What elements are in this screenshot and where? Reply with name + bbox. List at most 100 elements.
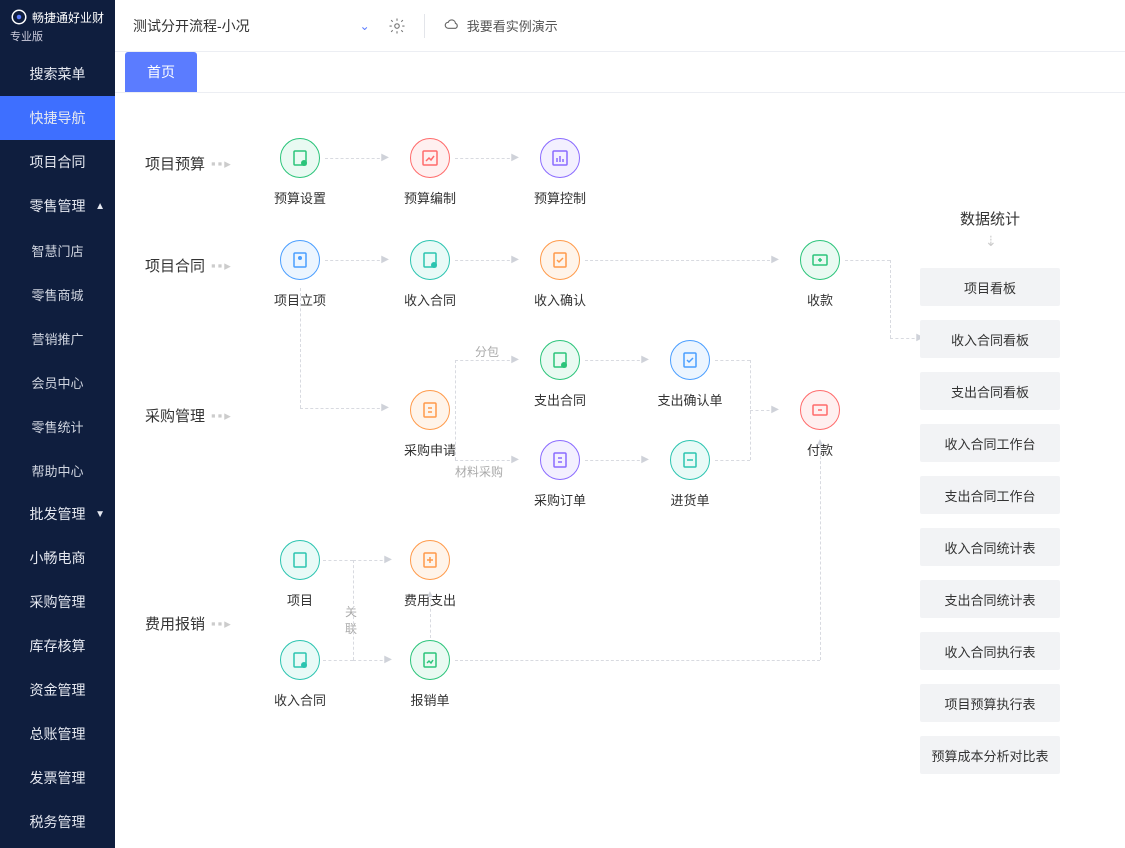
edge [455, 460, 515, 461]
edge [890, 260, 891, 338]
label-subcontract: 分包 [475, 343, 499, 360]
sidebar-subitem[interactable]: 会员中心 [0, 360, 115, 404]
edge [353, 560, 354, 660]
edge [455, 360, 515, 361]
sidebar-item[interactable]: 资金管理 [0, 668, 115, 712]
edge [300, 288, 301, 408]
sidebar-item[interactable]: 小畅电商 [0, 536, 115, 580]
sidebar-item[interactable]: 税务管理 [0, 800, 115, 844]
sidebar-subitem[interactable]: 帮助中心 [0, 448, 115, 492]
tabs: 首页 [115, 52, 1125, 92]
node-expense-contract[interactable]: 支出合同 [520, 340, 600, 409]
stats-button[interactable]: 支出合同看板 [920, 372, 1060, 410]
money-out-icon [810, 400, 830, 420]
sidebar-subitem[interactable]: 智慧门店 [0, 228, 115, 272]
edge [455, 260, 515, 261]
sidebar-item[interactable]: 批发管理▼ [0, 492, 115, 536]
edge [715, 460, 750, 461]
tenant-name: 测试分开流程-小况 [133, 16, 250, 36]
node-project[interactable]: 项目 [260, 540, 340, 609]
sidebar-subitem[interactable]: 零售商城 [0, 272, 115, 316]
edge [585, 460, 645, 461]
gear-icon[interactable] [388, 17, 406, 35]
node-reimburse[interactable]: 报销单 [390, 640, 470, 709]
node-income-contract2[interactable]: 收入合同 [260, 640, 340, 709]
expense-contract-icon [550, 350, 570, 370]
reimburse-icon [420, 650, 440, 670]
triangle-down-icon: ▼ [95, 509, 105, 520]
sidebar-item[interactable]: 零售管理▲ [0, 184, 115, 228]
stats-arrow-icon: ⇣ [985, 233, 997, 250]
sidebar-item[interactable]: 库存核算 [0, 624, 115, 668]
brand-name: 畅捷通好业财 [32, 9, 104, 26]
contract2-icon [290, 650, 310, 670]
node-purchase-order[interactable]: 采购订单 [520, 440, 600, 509]
edge [353, 560, 388, 561]
stats-button[interactable]: 预算成本分析对比表 [920, 736, 1060, 774]
node-budget-compile[interactable]: 预算编制 [390, 138, 470, 207]
node-receipt[interactable]: 收款 [780, 240, 860, 309]
edge [300, 408, 385, 409]
node-purchase-req[interactable]: 采购申请 [390, 390, 470, 459]
stats-button[interactable]: 收入合同执行表 [920, 632, 1060, 670]
order-icon [550, 450, 570, 470]
node-income-contract[interactable]: 收入合同 [390, 240, 470, 309]
main-area: 测试分开流程-小况 ⌄ 我要看实例演示 首页 项目预算▪▪▸ 项目合同▪▪▸ 采… [115, 0, 1125, 848]
sidebar-item[interactable]: 发票管理 [0, 756, 115, 800]
section-expense: 费用报销▪▪▸ [145, 613, 233, 634]
sidebar-item[interactable]: 采购管理 [0, 580, 115, 624]
edition-label: 专业版 [10, 28, 115, 44]
confirm-icon [550, 250, 570, 270]
goods-icon [680, 450, 700, 470]
label-material: 材料采购 [455, 463, 503, 480]
stats-button[interactable]: 收入合同统计表 [920, 528, 1060, 566]
edge [715, 360, 750, 361]
node-expense-confirm[interactable]: 支出确认单 [650, 340, 730, 409]
edge [820, 441, 821, 660]
sidebar-subitem[interactable]: 营销推广 [0, 316, 115, 360]
topbar: 测试分开流程-小况 ⌄ 我要看实例演示 [115, 0, 1125, 52]
edge [845, 260, 890, 261]
tab-home[interactable]: 首页 [125, 52, 197, 92]
stats-button[interactable]: 项目看板 [920, 268, 1060, 306]
sidebar-item[interactable]: 项目合同 [0, 140, 115, 184]
section-contract: 项目合同▪▪▸ [145, 255, 233, 276]
flow-canvas: 项目预算▪▪▸ 项目合同▪▪▸ 采购管理▪▪▸ 费用报销▪▪▸ 预算设置 预算编… [115, 92, 1125, 848]
sidebar-item[interactable]: 快捷导航 [0, 96, 115, 140]
demo-link[interactable]: 我要看实例演示 [443, 16, 558, 35]
stats-header: 数据统计 [920, 208, 1060, 229]
node-income-confirm[interactable]: 收入确认 [520, 240, 600, 309]
triangle-up-icon: ▲ [95, 201, 105, 212]
section-budget: 项目预算▪▪▸ [145, 153, 233, 174]
edge [890, 338, 920, 339]
brand-icon [10, 8, 28, 26]
edge [585, 360, 645, 361]
stats-button[interactable]: 支出合同工作台 [920, 476, 1060, 514]
expense-confirm-icon [680, 350, 700, 370]
edge [353, 660, 388, 661]
stats-button[interactable]: 项目预算执行表 [920, 684, 1060, 722]
sidebar-subitem[interactable]: 零售统计 [0, 404, 115, 448]
edge [455, 660, 820, 661]
flag-icon [290, 250, 310, 270]
stats-button[interactable]: 收入合同看板 [920, 320, 1060, 358]
node-budget-control[interactable]: 预算控制 [520, 138, 600, 207]
demo-label: 我要看实例演示 [467, 16, 558, 35]
chevron-down-icon: ⌄ [360, 19, 370, 33]
edge [323, 560, 353, 561]
node-goods-in[interactable]: 进货单 [650, 440, 730, 509]
edge [325, 260, 385, 261]
label-relation: 关 联 [345, 603, 357, 637]
cloud-icon [443, 17, 461, 35]
expense-out-icon [420, 550, 440, 570]
edge [430, 593, 431, 638]
sidebar-item[interactable]: 总账管理 [0, 712, 115, 756]
node-budget-setup[interactable]: 预算设置 [260, 138, 340, 207]
stats-button[interactable]: 收入合同工作台 [920, 424, 1060, 462]
sidebar-search[interactable]: 搜索菜单 [0, 52, 115, 96]
request-icon [420, 400, 440, 420]
stats-button[interactable]: 支出合同统计表 [920, 580, 1060, 618]
tenant-selector[interactable]: 测试分开流程-小况 ⌄ [133, 16, 370, 36]
edge [325, 158, 385, 159]
edge [455, 158, 515, 159]
